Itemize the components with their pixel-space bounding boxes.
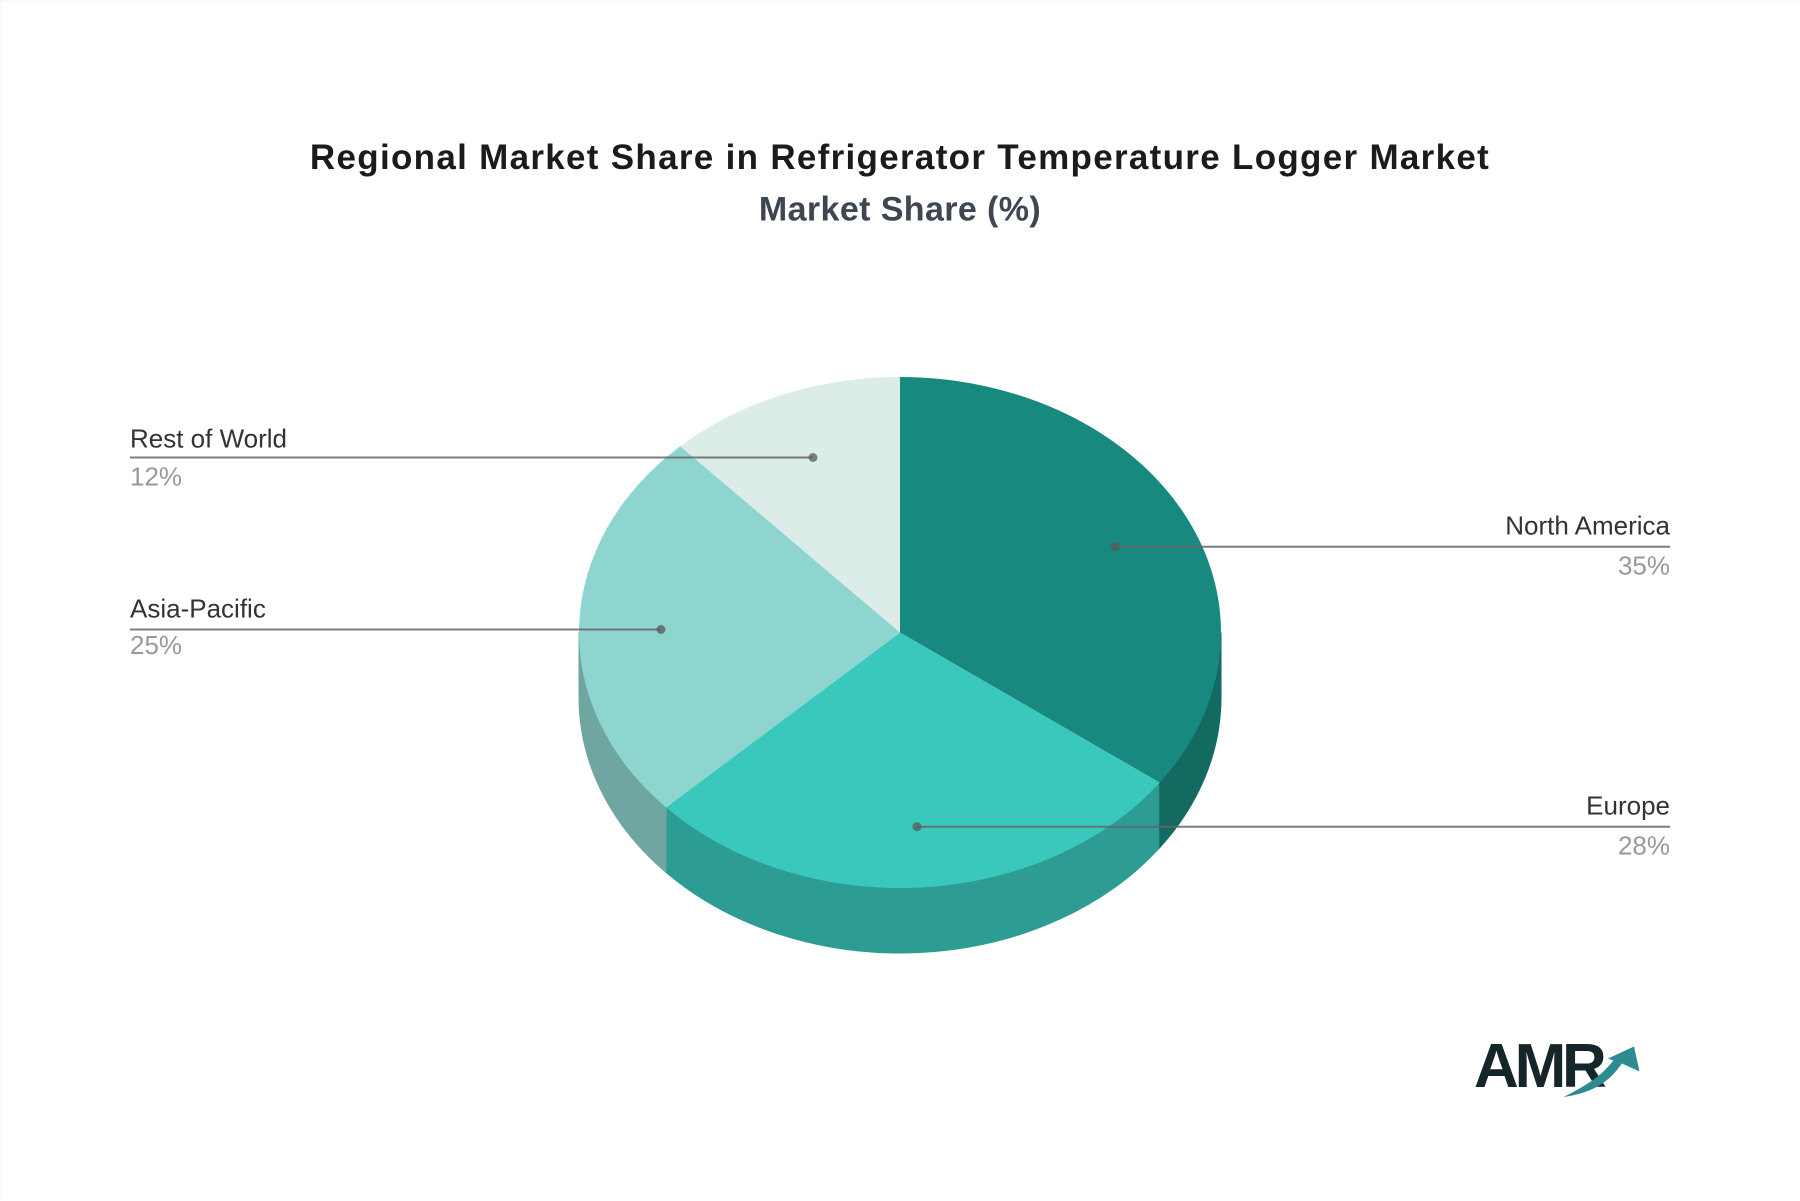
svg-text:12%: 12% (130, 462, 182, 492)
svg-text:Rest of World: Rest of World (130, 424, 287, 454)
svg-text:Europe: Europe (1586, 791, 1670, 821)
svg-text:Asia-Pacific: Asia-Pacific (130, 594, 266, 624)
svg-text:25%: 25% (130, 630, 182, 660)
svg-text:North America: North America (1505, 511, 1670, 541)
svg-text:35%: 35% (1618, 551, 1670, 581)
svg-text:28%: 28% (1618, 831, 1670, 861)
svg-text:Market Share (%): Market Share (%) (759, 191, 1041, 229)
svg-text:Regional Market Share in Refri: Regional Market Share in Refrigerator Te… (310, 138, 1490, 177)
